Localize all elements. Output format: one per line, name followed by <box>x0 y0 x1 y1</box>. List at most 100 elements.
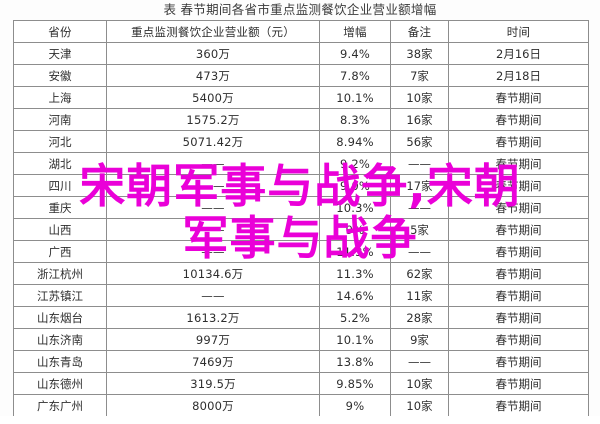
table-row: 河南 1575.2万 8.3% 16家 春节期间 <box>13 108 589 131</box>
cell-note: 7家 <box>390 64 449 87</box>
cell-amount: 8000万 <box>106 394 320 417</box>
table-row: 四川 —— 9.0% 17家 春节期间 <box>13 174 589 197</box>
page-title: 表 春节期间各省市重点监测餐饮企业营业额增幅 <box>163 2 437 17</box>
column-header-growth: 增幅 <box>319 20 391 43</box>
cell-time: 春节期间 <box>448 262 589 285</box>
cell-amount: —— <box>106 284 320 307</box>
cell-province: 四川 <box>13 174 107 197</box>
cell-province: 浙江杭州 <box>13 262 107 285</box>
cell-amount: 473万 <box>106 64 320 87</box>
table-row: 安徽 473万 7.8% 7家 2月18日 <box>13 64 589 87</box>
cell-growth: 7.8% <box>319 64 391 87</box>
cell-time: 春节期间 <box>448 152 589 175</box>
table-row: 浙江杭州 10134.6万 11.3% 62家 春节期间 <box>13 262 589 285</box>
cell-growth: 14.6% <box>319 284 391 307</box>
table-row: 湖北 —— 9.2% —— 春节期间 <box>13 152 589 175</box>
cell-note: 10家 <box>390 394 449 417</box>
cell-growth: 9.4% <box>319 42 391 65</box>
column-header-amount: 重点监测餐饮企业营业额（元） <box>106 20 320 43</box>
cell-province: 山西 <box>13 218 107 241</box>
cell-growth: 10.1% <box>319 86 391 109</box>
table-row: 山东德州 319.5万 9.85% 10家 春节期间 <box>13 372 589 395</box>
table-row: 山东济南 997万 10.1% 9家 春节期间 <box>13 328 589 351</box>
table-row: 广东广州 8000万 9% 10家 春节期间 <box>13 394 589 417</box>
table-row: 重庆 —— 10.3% —— 春节期间 <box>13 196 589 219</box>
cell-amount: 5071.42万 <box>106 130 320 153</box>
cell-note: —— <box>390 152 449 175</box>
cell-amount: 1575.2万 <box>106 108 320 131</box>
cell-time: 春节期间 <box>448 130 589 153</box>
table-row: 江苏镇江 —— 14.6% 11家 春节期间 <box>13 284 589 307</box>
table-row: 广西 —— 11.3% —— 春节期间 <box>13 240 589 263</box>
cell-growth: 9.0% <box>319 174 391 197</box>
cell-province: 广西 <box>13 240 107 263</box>
cell-time: 春节期间 <box>448 174 589 197</box>
statistics-table: 省份 重点监测餐饮企业营业额（元） 增幅 备注 时间 天津 360万 9.4% 38家… <box>13 20 589 417</box>
cell-note: 9家 <box>390 328 449 351</box>
cell-note: 10家 <box>390 86 449 109</box>
cell-province: 湖北 <box>13 152 107 175</box>
cell-growth: 9% <box>319 218 391 241</box>
table-row: 上海 5400万 10.1% 10家 春节期间 <box>13 86 589 109</box>
cell-note: —— <box>390 196 449 219</box>
cell-province: 江苏镇江 <box>13 284 107 307</box>
cell-province: 广东广州 <box>13 394 107 417</box>
cell-note: 38家 <box>390 42 449 65</box>
cell-time: 春节期间 <box>448 108 589 131</box>
cell-time: 春节期间 <box>448 306 589 329</box>
table-row: 山东青岛 7469万 13.8% —— 春节期间 <box>13 350 589 373</box>
cell-province: 安徽 <box>13 64 107 87</box>
cell-growth: 8.94% <box>319 130 391 153</box>
cell-amount: 7469万 <box>106 350 320 373</box>
cell-amount: 360万 <box>106 42 320 65</box>
cell-province: 上海 <box>13 86 107 109</box>
cell-province: 山东青岛 <box>13 350 107 373</box>
cell-province: 重庆 <box>13 196 107 219</box>
cell-note: —— <box>390 240 449 263</box>
cell-note: 62家 <box>390 262 449 285</box>
cell-growth: 8.3% <box>319 108 391 131</box>
cell-time: 春节期间 <box>448 284 589 307</box>
cell-time: 春节期间 <box>448 86 589 109</box>
cell-growth: 11.3% <box>319 240 391 263</box>
cell-time: 春节期间 <box>448 328 589 351</box>
cell-time: 春节期间 <box>448 196 589 219</box>
cell-growth: 5.2% <box>319 306 391 329</box>
cell-amount: 997万 <box>106 328 320 351</box>
cell-amount: —— <box>106 196 320 219</box>
cell-province: 河北 <box>13 130 107 153</box>
cell-growth: 9% <box>319 394 391 417</box>
table-row: 山西 —— 9% 5家 春节期间 <box>13 218 589 241</box>
cell-growth: 9.85% <box>319 372 391 395</box>
cell-note: 17家 <box>390 174 449 197</box>
cell-amount: —— <box>106 152 320 175</box>
column-header-time: 时间 <box>448 20 589 43</box>
cell-note: —— <box>390 350 449 373</box>
table-body: 天津 360万 9.4% 38家 2月16日 安徽 473万 7.8% 7家 2月18日 上海 540… <box>13 42 589 417</box>
cell-amount: —— <box>106 218 320 241</box>
table-container: 省份 重点监测餐饮企业营业额（元） 增幅 备注 时间 天津 360万 9.4% 38家… <box>13 20 589 417</box>
cell-province: 山东济南 <box>13 328 107 351</box>
cell-note: 11家 <box>390 284 449 307</box>
cell-growth: 9.2% <box>319 152 391 175</box>
cell-amount: —— <box>106 240 320 263</box>
cell-time: 春节期间 <box>448 372 589 395</box>
column-header-province: 省份 <box>13 20 107 43</box>
cell-time: 春节期间 <box>448 240 589 263</box>
cell-note: 56家 <box>390 130 449 153</box>
bottom-spacer <box>0 416 600 424</box>
cell-note: 10家 <box>390 372 449 395</box>
cell-time: 春节期间 <box>448 218 589 241</box>
cell-note: 16家 <box>390 108 449 131</box>
cell-amount: 319.5万 <box>106 372 320 395</box>
cell-growth: 13.8% <box>319 350 391 373</box>
cell-amount: —— <box>106 174 320 197</box>
cell-amount: 1613.2万 <box>106 306 320 329</box>
table-row: 天津 360万 9.4% 38家 2月16日 <box>13 42 589 65</box>
table-header: 省份 重点监测餐饮企业营业额（元） 增幅 备注 时间 <box>13 20 589 43</box>
cell-amount: 10134.6万 <box>106 262 320 285</box>
cell-growth: 11.3% <box>319 262 391 285</box>
cell-province: 山东烟台 <box>13 306 107 329</box>
cell-growth: 10.1% <box>319 328 391 351</box>
